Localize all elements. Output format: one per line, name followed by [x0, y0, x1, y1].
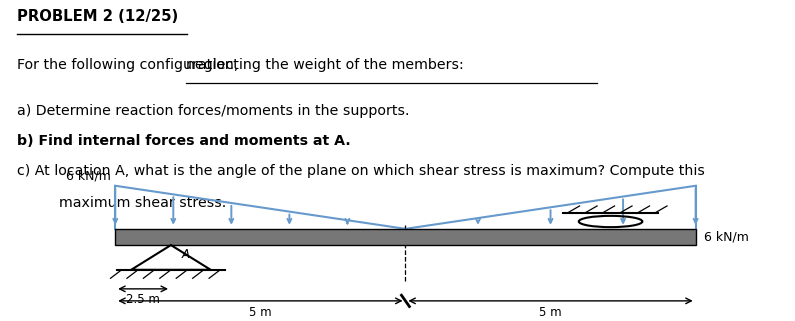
Text: 2.5 m: 2.5 m	[126, 293, 160, 306]
Text: 6 kN/m: 6 kN/m	[704, 231, 748, 244]
Text: c) At location A, what is the angle of the plane on which shear stress is maximu: c) At location A, what is the angle of t…	[17, 164, 705, 178]
Text: 5 m: 5 m	[249, 306, 272, 319]
Text: For the following configuration,: For the following configuration,	[17, 58, 243, 72]
Text: neglecting the weight of the members:: neglecting the weight of the members:	[185, 58, 463, 72]
Text: maximum shear stress.: maximum shear stress.	[41, 196, 226, 210]
Text: 5 m: 5 m	[539, 306, 562, 319]
Text: b) Find internal forces and moments at A.: b) Find internal forces and moments at A…	[17, 134, 351, 148]
Bar	[115, 229, 696, 245]
Text: A: A	[181, 247, 189, 261]
Text: 6 kN/m: 6 kN/m	[67, 170, 111, 183]
Text: PROBLEM 2 (12/25): PROBLEM 2 (12/25)	[17, 9, 179, 24]
Text: a) Determine reaction forces/moments in the supports.: a) Determine reaction forces/moments in …	[17, 104, 409, 118]
